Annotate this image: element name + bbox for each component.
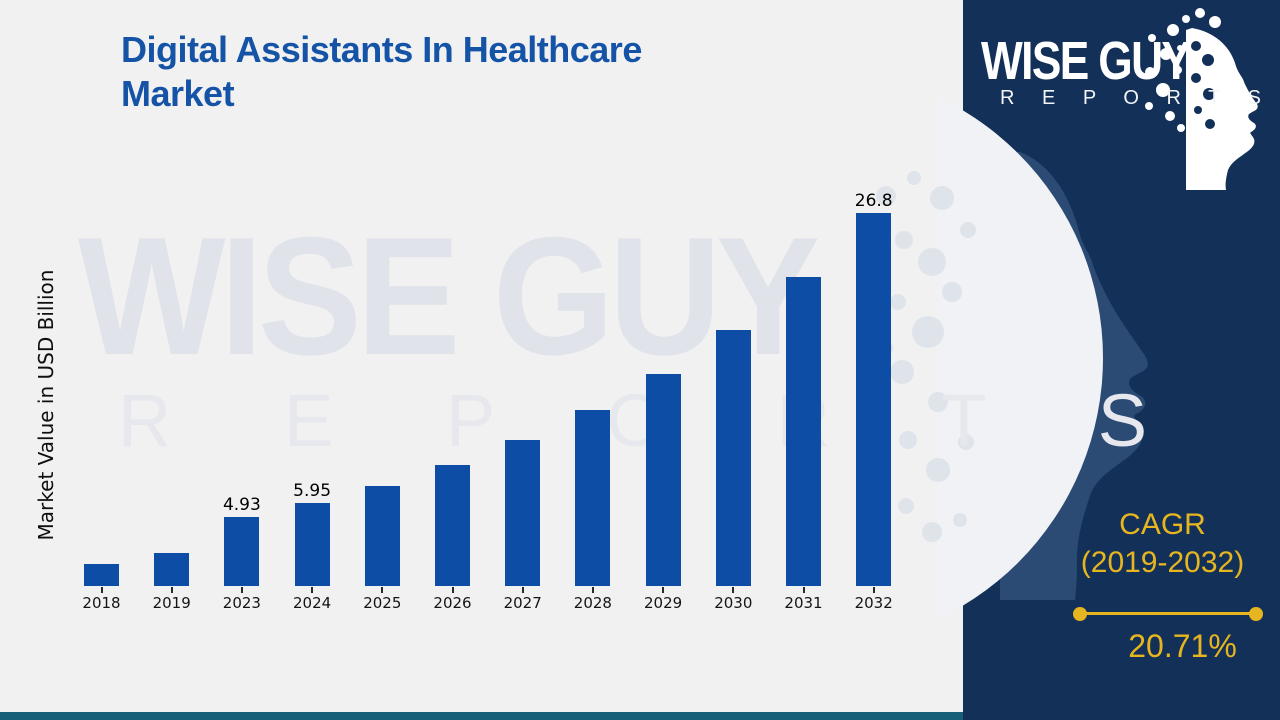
cagr-label: CAGR (1119, 508, 1206, 541)
x-tick-label: 2026 (433, 594, 472, 612)
x-tick-label: 2031 (784, 594, 823, 612)
bar (84, 564, 119, 586)
x-tick-label: 2032 (854, 594, 893, 612)
line-dot-left (1073, 606, 1087, 621)
bottom-accent-bar (0, 712, 963, 720)
x-tick-label: 2023 (222, 594, 261, 612)
x-tick (170, 587, 173, 593)
bar (645, 373, 681, 586)
bar (154, 553, 190, 586)
logo-face-dots-icon (1191, 41, 1215, 129)
bar (505, 440, 541, 586)
x-tick-label: 2018 (82, 594, 121, 612)
x-tick (872, 587, 875, 593)
x-tick-label: 2029 (644, 594, 683, 612)
x-tick (662, 587, 665, 593)
logo-face-icon (1186, 28, 1258, 190)
line-dot-right (1249, 606, 1263, 621)
bar (786, 277, 821, 586)
x-tick (521, 587, 524, 593)
page-title: Digital Assistants In Healthcare Market (121, 29, 642, 114)
x-tick-label: 2027 (503, 594, 542, 612)
bar-value-label: 4.93 (222, 495, 261, 516)
logo-dots-icon (1145, 8, 1221, 136)
watermark-dots-icon (876, 171, 976, 542)
x-tick (240, 587, 243, 593)
bar-value-label: 26.8 (854, 191, 893, 212)
x-tick (732, 587, 735, 593)
watermark-reports: R E P O R T S (118, 379, 1194, 462)
cagr-range: (2019-2032) (1080, 546, 1245, 579)
x-tick-label: 2028 (573, 594, 612, 612)
x-tick-label: 2019 (152, 594, 191, 612)
x-tick-label: 2024 (293, 594, 332, 612)
x-tick (591, 587, 594, 593)
x-tick (802, 587, 805, 593)
x-tick-label: 2030 (714, 594, 753, 612)
logo-wordmark: WISE GUY (981, 31, 1191, 91)
logo-reports-text: R E P O R T S (1000, 87, 1272, 109)
cagr-value: 20.71% (1128, 628, 1237, 664)
bar-value-label: 5.95 (293, 481, 332, 502)
bar (224, 517, 260, 586)
circle-decoration (938, 97, 1103, 619)
x-tick (311, 587, 314, 593)
cagr-divider-line (1073, 606, 1263, 621)
bar (856, 213, 892, 586)
bar (575, 410, 611, 586)
x-tick (381, 587, 384, 593)
bar (294, 503, 330, 586)
bar (715, 329, 751, 586)
x-tick (451, 587, 454, 593)
bar (364, 486, 400, 586)
x-tick (100, 587, 103, 593)
watermark-wordmark: WISE GUY (78, 202, 820, 390)
bar (435, 465, 470, 586)
x-tick-label: 2025 (363, 594, 402, 612)
